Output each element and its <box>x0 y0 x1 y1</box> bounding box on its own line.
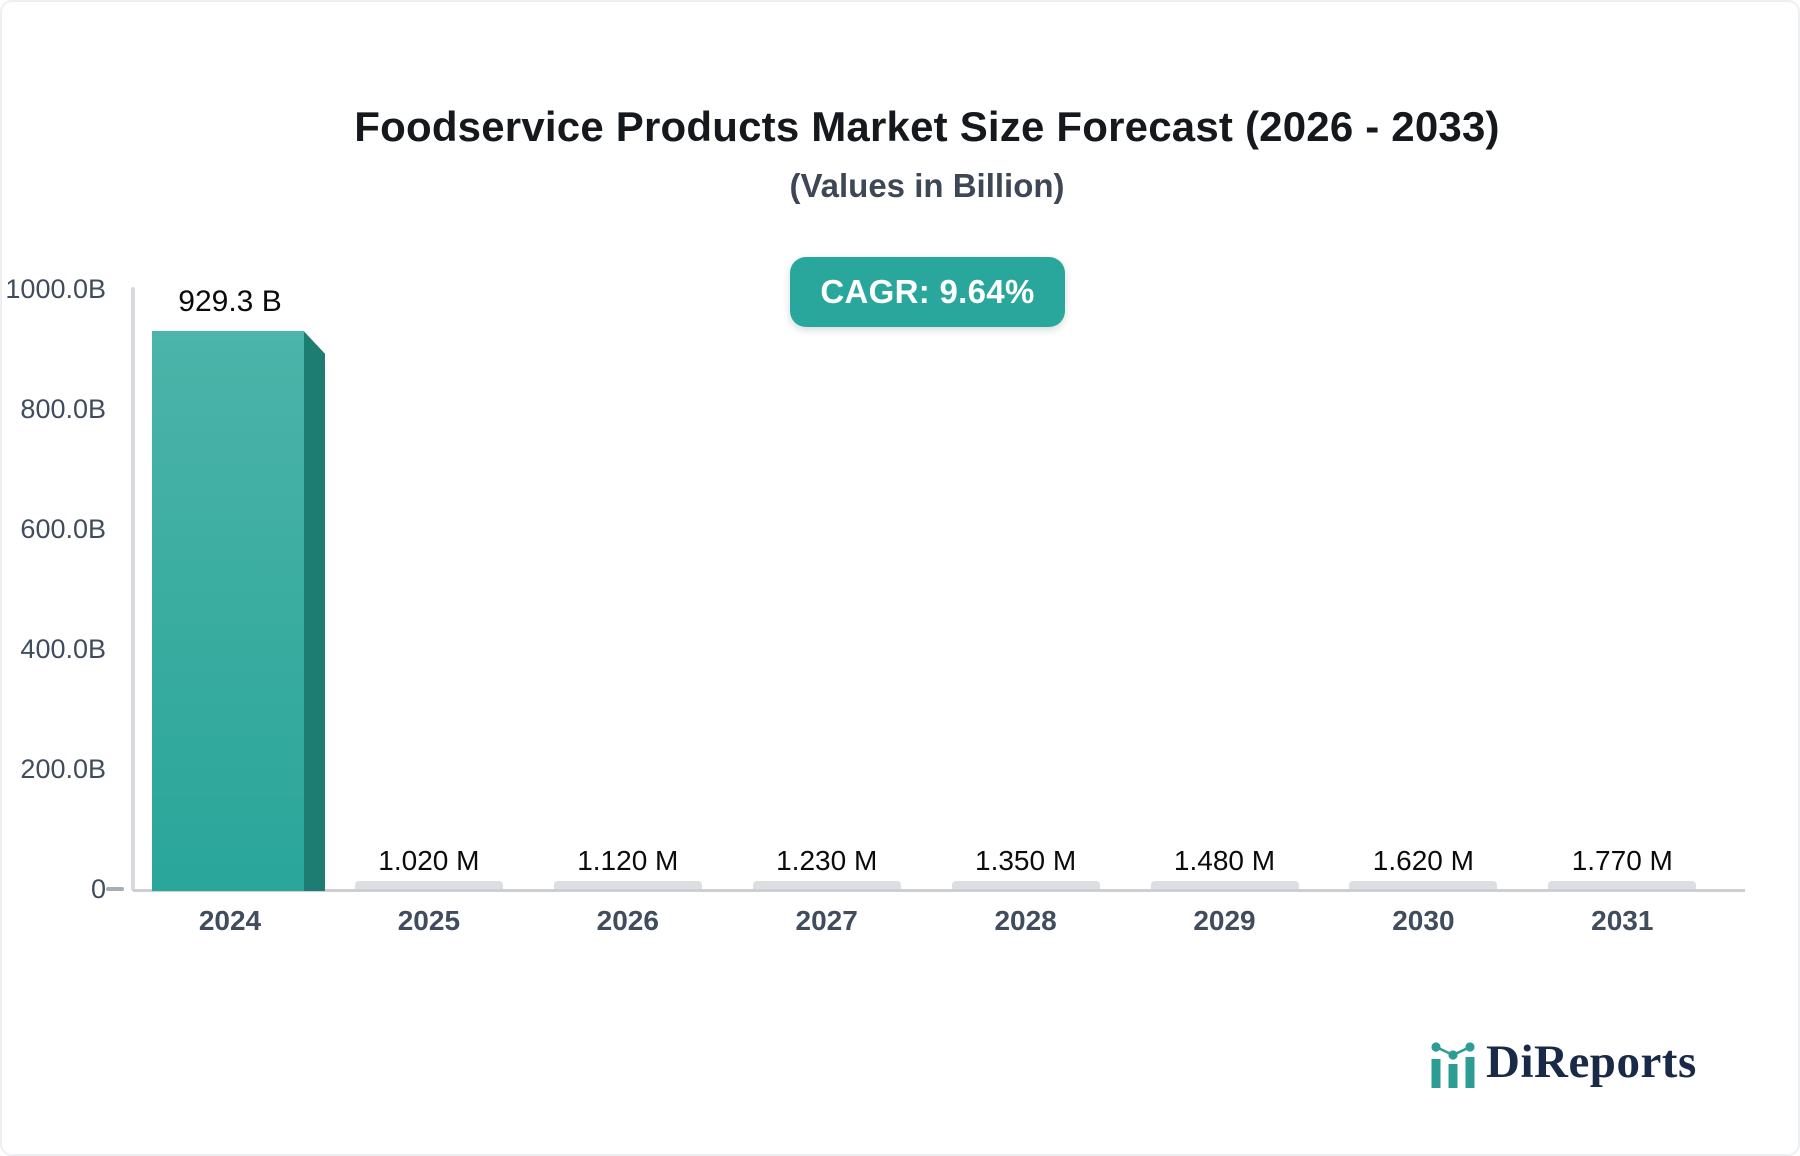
mini-bar-2030 <box>1349 881 1498 889</box>
x-axis-year-label: 2024 <box>198 905 262 936</box>
direports-logo: DiReports <box>1430 1036 1697 1088</box>
cagr-badge: CAGR: 9.64% <box>790 257 1065 327</box>
x-axis-year-label: 2030 <box>1392 905 1455 936</box>
y-axis-tick-label: 800.0B <box>20 394 106 424</box>
bar-value-label-2027: 1.230 M <box>776 845 878 876</box>
bar-value-label-2029: 1.480 M <box>1173 845 1276 876</box>
mini-bar-2025 <box>354 881 503 889</box>
x-axis-year-label: 2028 <box>994 905 1057 936</box>
y-axis-tick-label: 1000.0B <box>5 274 106 304</box>
mini-bar-2028 <box>951 881 1100 889</box>
y-axis-tick-label: 200.0B <box>20 754 106 784</box>
y-axis-line <box>131 287 135 891</box>
x-axis-year-label: 2027 <box>795 905 858 936</box>
zero-tick-mark <box>106 887 124 891</box>
bar-2024-3d-side <box>304 331 325 891</box>
chart-subtitle: (Values in Billion) <box>789 167 1065 204</box>
bar-value-label-2024: 929.3 B <box>178 285 282 319</box>
mini-bar-line-chart-icon <box>1431 1042 1475 1088</box>
x-axis-year-label: 2026 <box>596 905 659 936</box>
x-axis-baseline <box>133 889 1745 892</box>
mini-bar-2029 <box>1150 881 1299 889</box>
mini-bar-2027 <box>752 881 901 889</box>
x-axis-year-label: 2029 <box>1193 905 1256 936</box>
y-axis-tick-label: 0 <box>90 874 106 904</box>
x-axis-year-label: 2025 <box>397 905 461 936</box>
chart-title: Foodservice Products Market Size Forecas… <box>354 103 1500 150</box>
bar-value-label-2031: 1.770 M <box>1571 845 1673 876</box>
bar-value-label-2026: 1.120 M <box>577 845 679 876</box>
bar-value-label-2028: 1.350 M <box>975 845 1077 876</box>
mini-bar-2031 <box>1548 881 1697 889</box>
bar-2024 <box>152 331 304 891</box>
y-axis-tick-label: 600.0B <box>20 514 106 544</box>
y-axis-tick-label: 400.0B <box>20 634 106 664</box>
bar-value-label-2025: 1.020 M <box>378 845 480 876</box>
x-axis-year-label: 2031 <box>1591 905 1654 936</box>
cagr-badge-label: CAGR: 9.64% <box>820 273 1035 310</box>
mini-bar-2026 <box>553 881 702 889</box>
bar-value-label-2030: 1.620 M <box>1372 845 1474 876</box>
logo-text: DiReports <box>1486 1036 1697 1088</box>
